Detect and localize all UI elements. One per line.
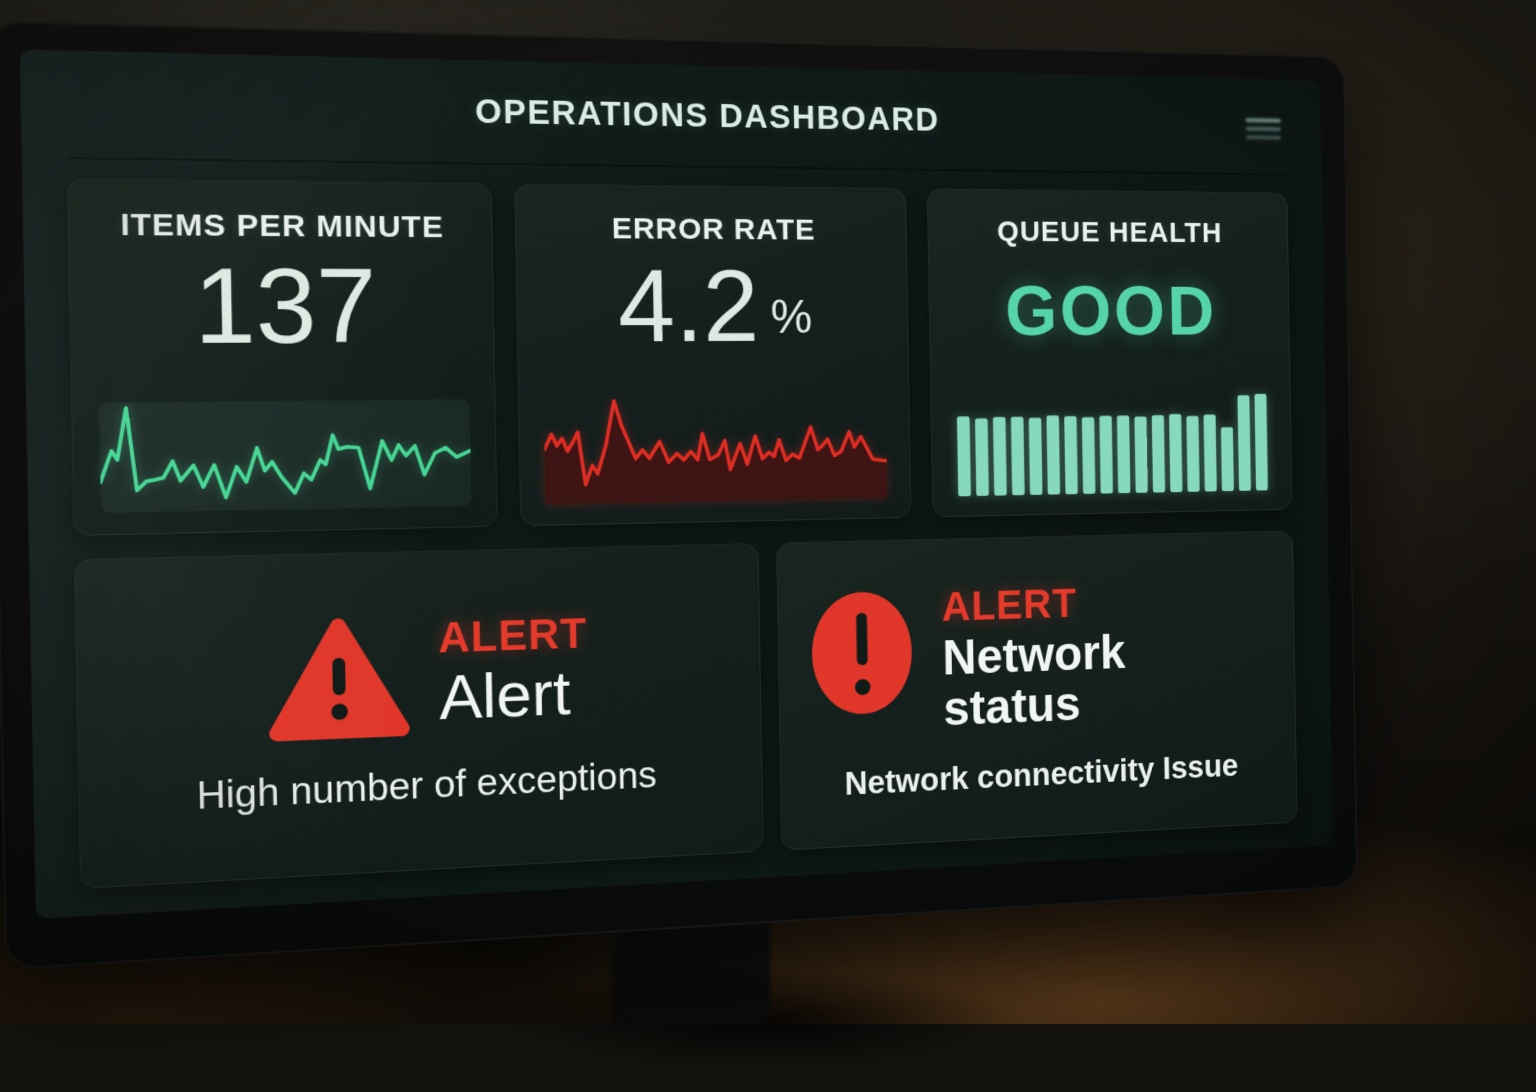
photo-vignette bbox=[0, 0, 1536, 1024]
